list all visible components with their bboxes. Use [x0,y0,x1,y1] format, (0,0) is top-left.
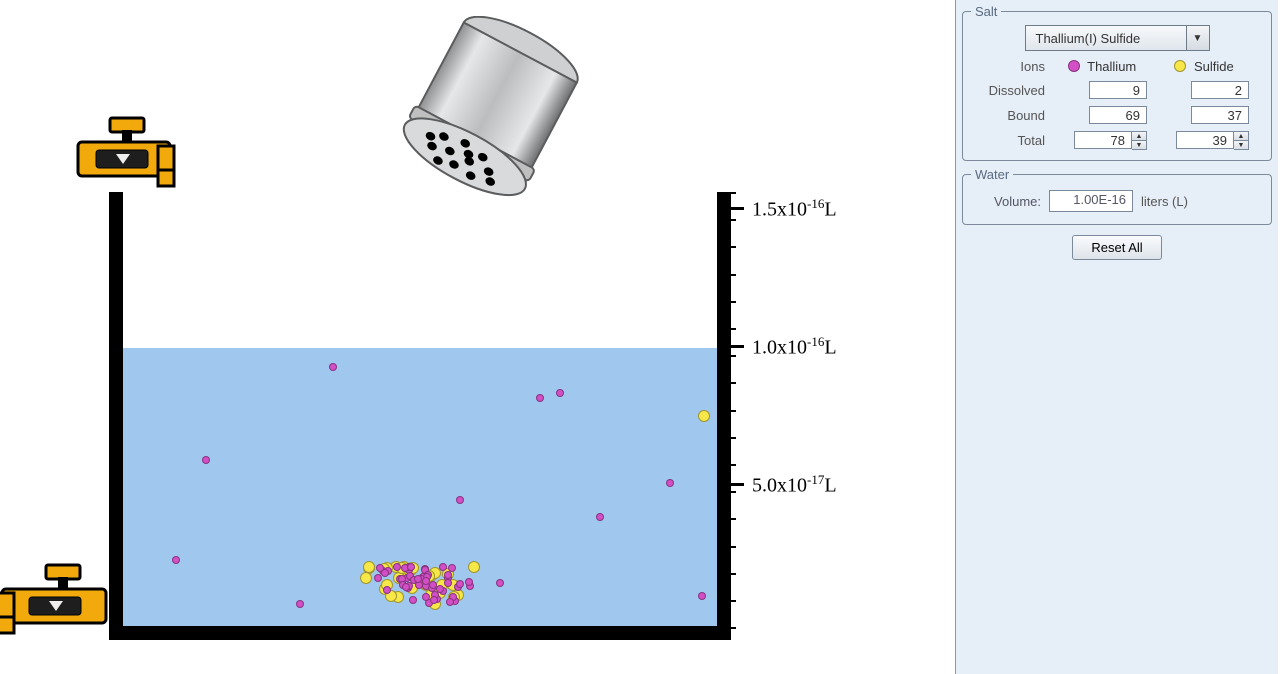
tank: 1.5x10-16L 1.0x10-16L 5.0x10-17L [0,0,955,674]
salt-select[interactable]: Thallium(I) Sulfide ▼ [1025,25,1210,51]
step-up-icon[interactable]: ▲ [1234,132,1248,141]
tank-wall-bottom [109,626,731,640]
faucet-out[interactable] [0,563,114,653]
thallium-ion [536,394,544,402]
step-down-icon[interactable]: ▼ [1234,141,1248,149]
reset-button[interactable]: Reset All [1072,235,1161,260]
thallium-ion [456,496,464,504]
scale-tick-minor [726,382,736,384]
volume-unit: liters (L) [1141,194,1188,209]
sulfide-ion [360,572,372,584]
sulfide-ion [363,561,375,573]
thallium-ion [596,513,604,521]
thallium-dot-icon [1068,60,1080,72]
thallium-ion [666,479,674,487]
dissolved-label: Dissolved [989,83,1045,98]
scale-tick-minor [726,627,736,629]
salt-shaker[interactable] [392,16,587,204]
volume-value: 1.00E-16 [1049,190,1133,212]
ions-header: Ions [1020,59,1045,74]
thallium-ion [698,592,706,600]
scale-tick-minor [726,546,736,548]
step-down-icon[interactable]: ▼ [1132,141,1146,149]
thallium-ion [556,389,564,397]
ion-table: Ions Thallium Sulfide Dissolved 9 2 Boun… [971,59,1263,150]
thallium-ion [496,579,504,587]
sulfide-ion [698,410,710,422]
thallium-ion [329,363,337,371]
scale-tick-minor [726,192,736,194]
thallium-ion [465,578,473,586]
scale-tick-minor [726,355,736,357]
scale-tick-minor [726,301,736,303]
anion-header: Sulfide [1174,59,1233,74]
water-legend: Water [971,167,1013,182]
thallium-ion [448,564,456,572]
thallium-ion [422,593,430,601]
thallium-ion [172,556,180,564]
sulfide-dot-icon [1174,60,1186,72]
scale-tick-minor [726,219,736,221]
scale-tick-minor [726,600,736,602]
dissolved-cation: 9 [1089,81,1147,99]
salt-group: Salt Thallium(I) Sulfide ▼ Ions Thallium… [962,4,1272,161]
scale-label: 1.5x10-16L [752,196,837,222]
thallium-ion [422,577,430,585]
salt-legend: Salt [971,4,1001,19]
scale-tick-minor [726,410,736,412]
bound-anion: 37 [1191,106,1249,124]
faucet-in[interactable] [58,116,178,206]
chevron-down-icon: ▼ [1186,26,1209,50]
step-up-icon[interactable]: ▲ [1132,132,1146,141]
control-panel: Salt Thallium(I) Sulfide ▼ Ions Thallium… [955,0,1278,674]
scale-tick-minor [726,573,736,575]
cation-header: Thallium [1068,59,1137,74]
scale-tick-minor [726,518,736,520]
water-group: Water Volume: 1.00E-16 liters (L) [962,167,1272,225]
scale-tick-major [726,345,744,348]
scale-label: 1.0x10-16L [752,334,837,360]
total-cation: 78 [1074,131,1132,149]
thallium-ion [374,574,382,582]
salt-selected: Thallium(I) Sulfide [1026,31,1186,46]
total-cation-stepper[interactable]: 78 ▲▼ [1074,131,1147,150]
thallium-ion [202,456,210,464]
dissolved-anion: 2 [1191,81,1249,99]
scale-tick-minor [726,464,736,466]
bound-cation: 69 [1089,106,1147,124]
total-anion: 39 [1176,131,1234,149]
scale-tick-minor [726,491,736,493]
total-label: Total [1018,133,1045,148]
scale-tick-major [726,207,744,210]
total-anion-stepper[interactable]: 39 ▲▼ [1176,131,1249,150]
scale-tick-minor [726,246,736,248]
volume-label: Volume: [981,194,1041,209]
bound-label: Bound [1007,108,1045,123]
scale-tick-minor [726,437,736,439]
scale-tick-minor [726,274,736,276]
simulation-stage: 1.5x10-16L 1.0x10-16L 5.0x10-17L [0,0,955,674]
scale-tick-minor [726,328,736,330]
scale-tick-major [726,483,744,486]
scale-label: 5.0x10-17L [752,472,837,498]
thallium-ion [296,600,304,608]
volume-scale: 1.5x10-16L 1.0x10-16L 5.0x10-17L [730,192,950,642]
thallium-ion [376,564,384,572]
